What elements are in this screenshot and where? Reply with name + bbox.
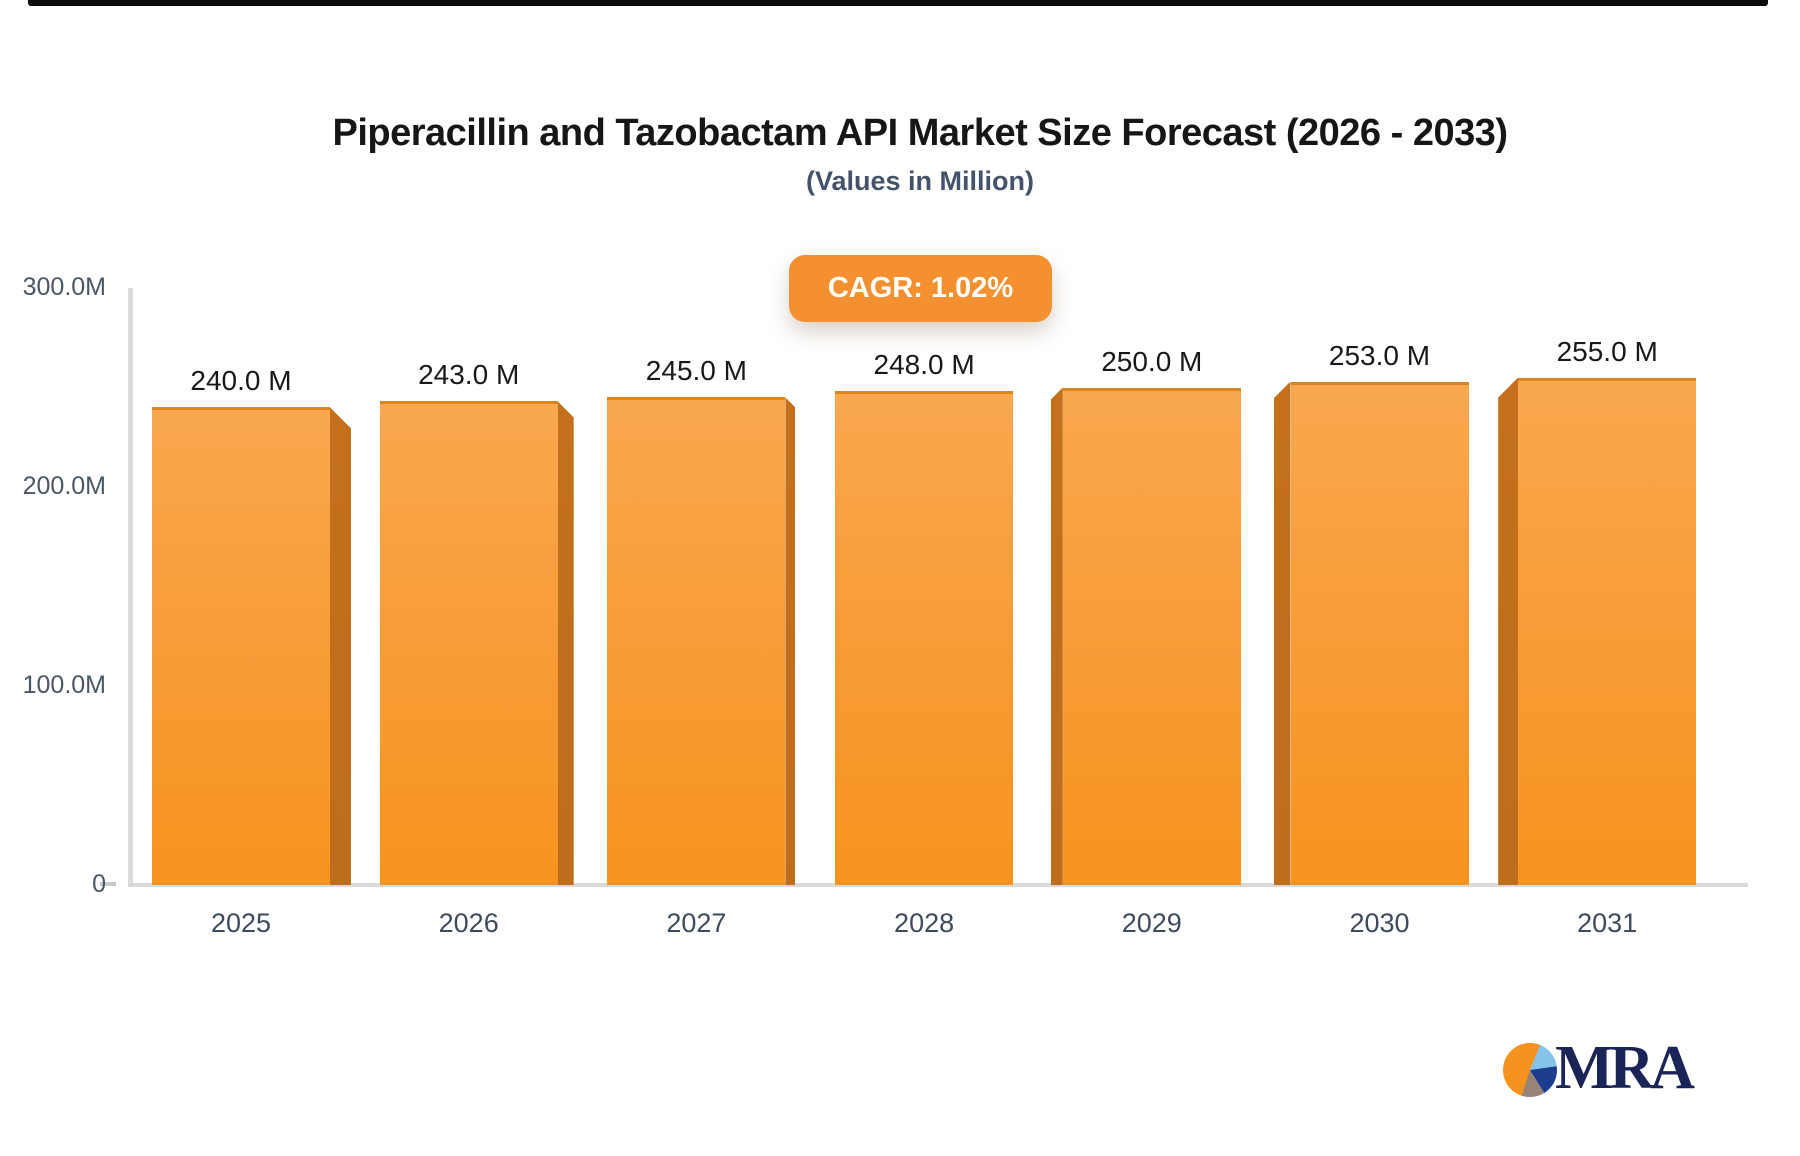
- bar-value-label: 245.0 M: [645, 355, 747, 387]
- bar-face: [607, 397, 786, 885]
- window-top-border: [28, 0, 1768, 6]
- x-axis-line: [128, 883, 1748, 887]
- y-axis-zero-tick: [100, 882, 116, 886]
- bar-side-panel: [1498, 377, 1519, 885]
- mra-logo-text: MRA: [1555, 1034, 1695, 1102]
- x-category-label: 2029: [1121, 908, 1182, 938]
- x-category-label: 2025: [210, 908, 272, 938]
- y-tick-label: 300.0M: [22, 273, 106, 301]
- bar-side-panel: [1273, 381, 1291, 885]
- bar-value-label: 253.0 M: [1328, 339, 1431, 371]
- cagr-badge-label: CAGR: 1.02%: [827, 272, 1014, 304]
- bar-side-panel: [330, 407, 351, 885]
- cagr-badge: CAGR: 1.02%: [789, 255, 1052, 322]
- mra-logo: MRA: [1503, 1034, 1695, 1102]
- bar-2030: [1273, 381, 1469, 885]
- bar-face: [1290, 381, 1469, 885]
- bar-face: [1062, 387, 1241, 885]
- bar-face: [1518, 377, 1697, 885]
- x-category-label: 2028: [894, 908, 955, 938]
- bar-value-label: 240.0 M: [190, 365, 292, 397]
- y-tick-label: 100.0M: [22, 671, 106, 699]
- x-category-label: 2026: [438, 908, 499, 938]
- bar-2026: [379, 401, 574, 885]
- bar-2029: [1050, 387, 1241, 885]
- y-axis-line: [128, 288, 133, 885]
- bar-2028: [835, 391, 1014, 885]
- bar-face: [835, 391, 1014, 885]
- chart-title: Piperacillin and Tazobactam API Market S…: [332, 112, 1508, 154]
- y-tick-label: 0: [92, 870, 106, 898]
- bar-2025: [152, 407, 351, 885]
- bar-2031: [1498, 377, 1697, 885]
- bar-value-label: 248.0 M: [873, 349, 975, 381]
- bar-2027: [607, 397, 796, 885]
- bar-face: [379, 401, 558, 885]
- bar-value-label: 250.0 M: [1101, 345, 1203, 377]
- x-category-label: 2031: [1577, 908, 1638, 938]
- x-category-label: 2030: [1349, 908, 1410, 938]
- bar-side-panel: [557, 401, 574, 885]
- y-tick-label: 200.0M: [22, 472, 106, 500]
- x-category-label: 2027: [666, 908, 727, 938]
- bar-value-label: 255.0 M: [1556, 335, 1658, 367]
- bar-side-panel: [785, 397, 796, 885]
- bar-value-label: 243.0 M: [418, 359, 520, 391]
- bar-side-panel: [1050, 387, 1063, 885]
- bar-face: [152, 407, 330, 885]
- pie-chart-icon: [1503, 1043, 1557, 1097]
- chart-subtitle: (Values in Million): [805, 166, 1035, 196]
